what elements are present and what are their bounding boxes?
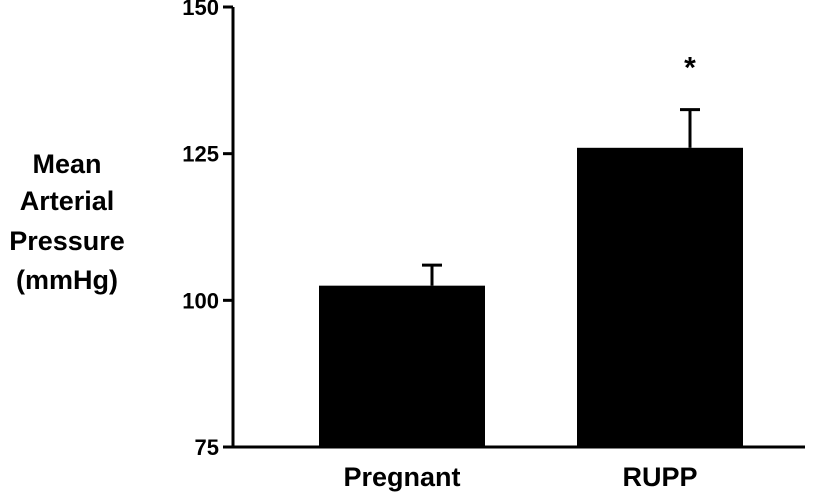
y-tick-label-125: 125 [182,142,219,167]
y-axis-label-line-1: Mean [32,149,101,179]
bar-pregnant [319,285,485,447]
x-category-label-pregnant: Pregnant [343,462,460,492]
significance-marker-rupp: * [684,52,696,85]
x-category-label-rupp: RUPP [622,462,697,492]
y-axis-label-line-4: (mmHg) [16,265,118,295]
y-axis-label-line-3: Pressure [9,226,125,256]
plot-area: 75 100 125 150 Pregnant RUPP * [182,0,805,492]
y-tick-label-75: 75 [195,435,219,460]
y-axis-label-line-2: Arterial [20,186,115,216]
y-tick-label-100: 100 [182,288,219,313]
y-tick-label-150: 150 [182,0,219,20]
y-axis-label: Mean Arterial Pressure (mmHg) [9,149,125,295]
bar-rupp [577,147,743,448]
